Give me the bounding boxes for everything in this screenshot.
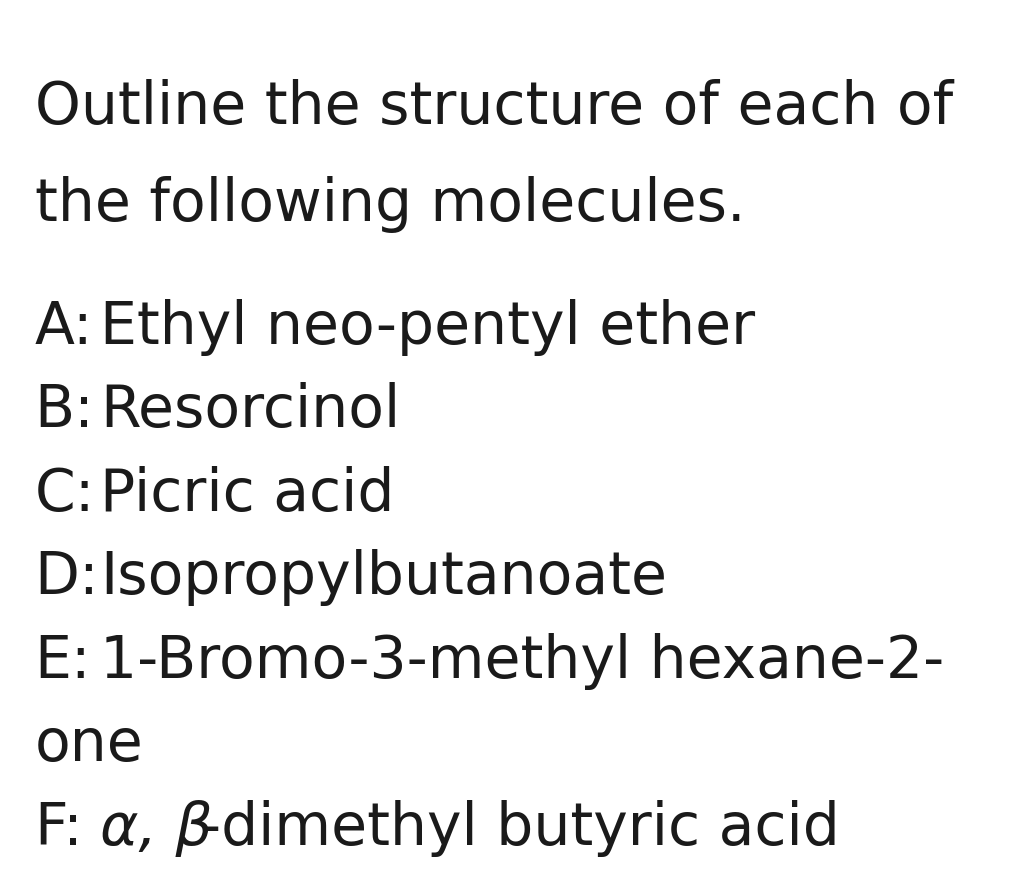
Text: D:: D: <box>35 549 99 606</box>
Text: E:: E: <box>35 632 91 689</box>
Text: C:: C: <box>35 465 95 522</box>
Text: Outline the structure of each of: Outline the structure of each of <box>35 79 953 136</box>
Text: B:: B: <box>35 382 94 439</box>
Text: F:: F: <box>35 799 84 856</box>
Text: A:: A: <box>35 299 93 356</box>
Text: one: one <box>35 716 143 773</box>
Text: the following molecules.: the following molecules. <box>35 176 745 233</box>
Text: Ethyl neo-pentyl ether: Ethyl neo-pentyl ether <box>99 299 755 356</box>
Text: α, β: α, β <box>99 799 213 856</box>
Text: Isopropylbutanoate: Isopropylbutanoate <box>99 549 667 606</box>
Text: -dimethyl butyric acid: -dimethyl butyric acid <box>200 799 840 856</box>
Text: Picric acid: Picric acid <box>99 465 394 522</box>
Text: Resorcinol: Resorcinol <box>99 382 400 439</box>
Text: 1-Bromo-3-methyl hexane-2-: 1-Bromo-3-methyl hexane-2- <box>99 632 944 689</box>
